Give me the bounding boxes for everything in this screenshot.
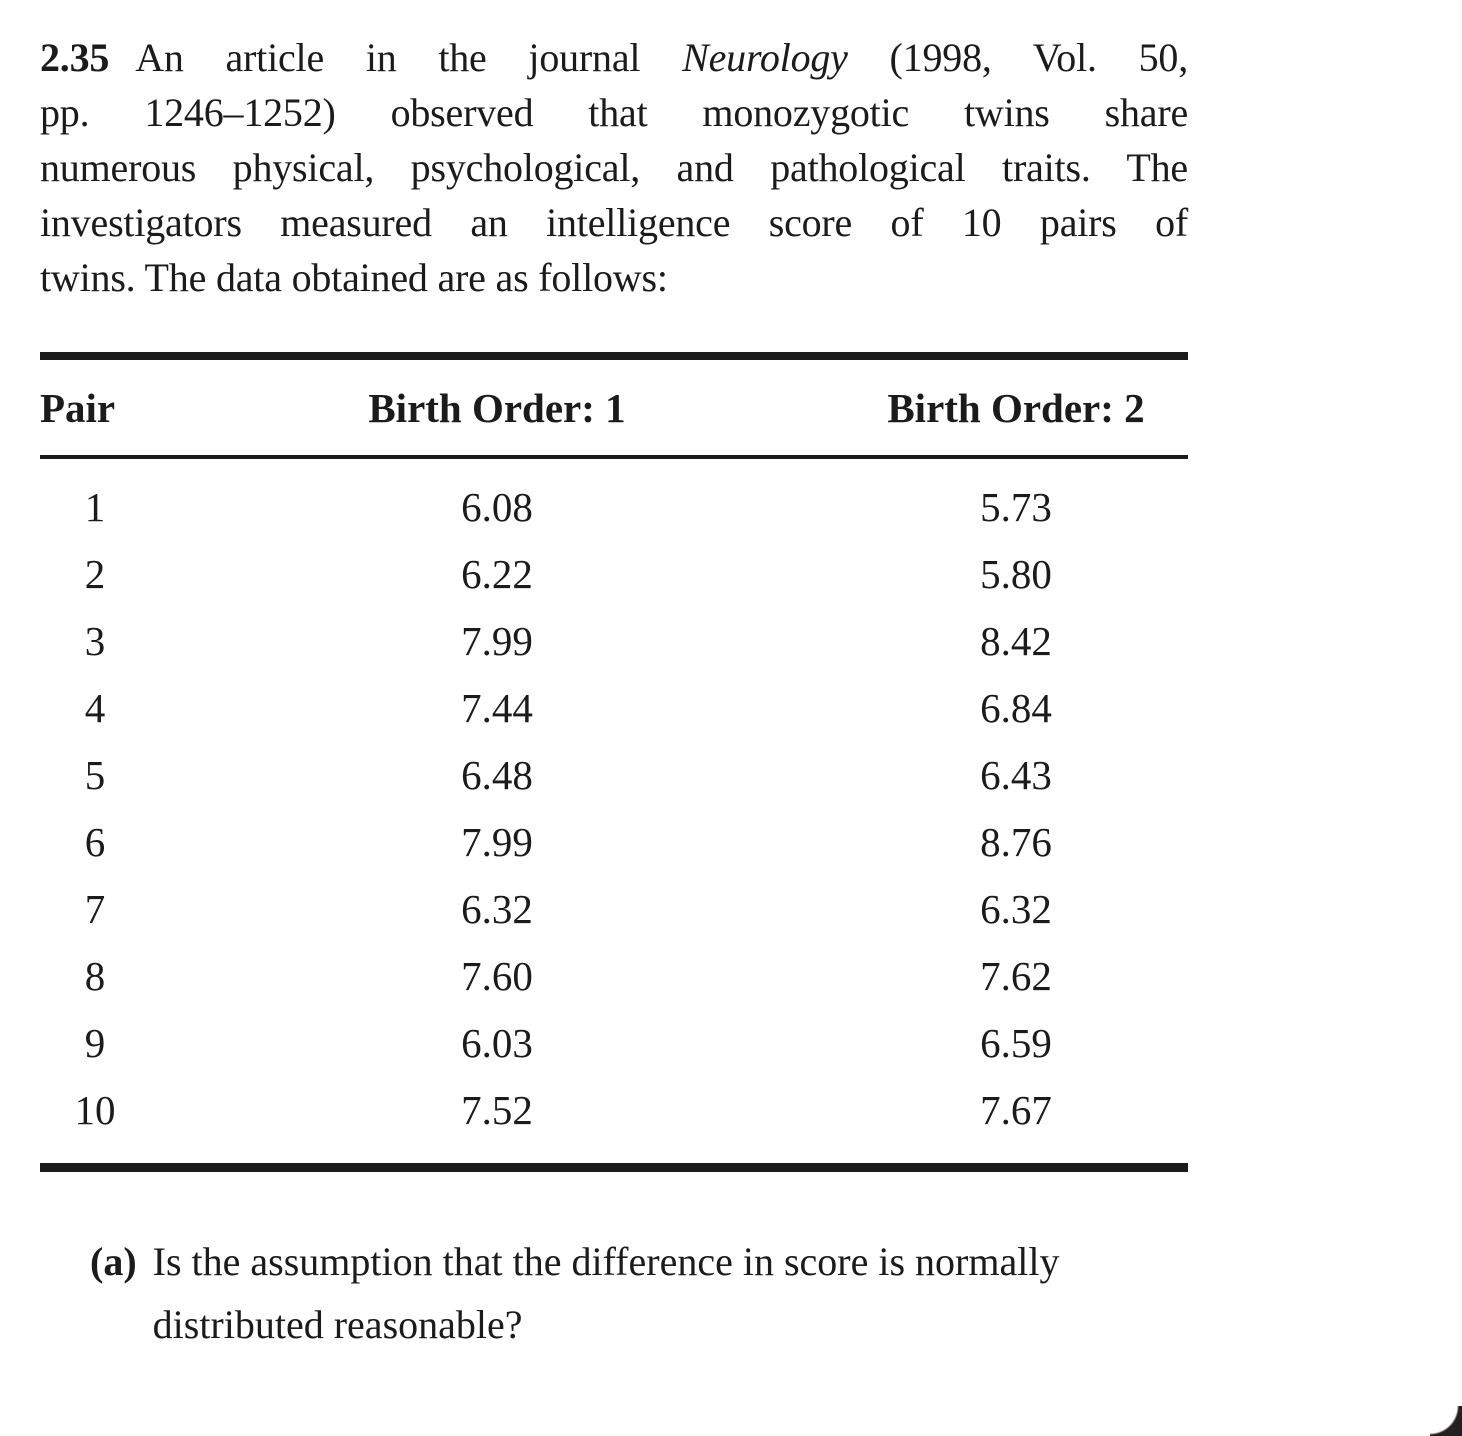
table-bottom-rule: [40, 1163, 1188, 1172]
table-header-rule: [40, 455, 1188, 459]
table-row: 3 7.99 8.42: [40, 607, 1188, 674]
problem-statement: 2.35 An article in the journal Neurology …: [40, 30, 1188, 305]
text-segment: An article in the journal: [135, 35, 683, 80]
table-row: 9 6.03 6.59: [40, 1009, 1188, 1076]
pair-cell: 4: [84, 684, 106, 731]
table-top-rule: [40, 352, 1188, 360]
pair-cell: 8: [84, 952, 106, 999]
question-text: Is the assumption that the difference in…: [153, 1230, 1060, 1356]
order2-cell: 5.73: [980, 483, 1052, 530]
table-row: 10 7.52 7.67: [40, 1076, 1188, 1143]
order1-cell: 6.48: [461, 751, 533, 798]
pair-cell: 2: [84, 550, 106, 597]
order1-cell: 7.99: [461, 818, 533, 865]
order1-cell: 6.08: [461, 483, 533, 530]
pair-cell: 6: [84, 818, 106, 865]
order1-cell: 6.03: [461, 1019, 533, 1066]
content-column: 2.35 An article in the journal Neurology …: [40, 30, 1188, 1356]
order1-cell: 7.52: [461, 1086, 533, 1133]
page-corner-artifact: [1430, 1406, 1462, 1436]
question-label: (a): [90, 1239, 137, 1284]
order2-cell: 6.84: [980, 684, 1052, 731]
table-row: 2 6.22 5.80: [40, 540, 1188, 607]
header-pair: Pair: [40, 384, 116, 431]
question-a: (a) Is the assumption that the differenc…: [90, 1230, 1188, 1356]
order1-cell: 7.60: [461, 952, 533, 999]
pair-cell: 5: [84, 751, 106, 798]
pair-cell: 9: [84, 1019, 106, 1066]
pair-cell: 3: [84, 617, 106, 664]
table-row: 7 6.32 6.32: [40, 875, 1188, 942]
header-birth-order-2: Birth Order: 2: [887, 384, 1145, 431]
paragraph-line: 2.35 An article in the journal Neurology …: [40, 30, 1188, 85]
table-row: 4 7.44 6.84: [40, 674, 1188, 741]
order2-cell: 7.62: [980, 952, 1052, 999]
problem-number: 2.35: [40, 35, 110, 80]
order2-cell: 6.43: [980, 751, 1052, 798]
order2-cell: 7.67: [980, 1086, 1052, 1133]
table-row: 1 6.08 5.73: [40, 473, 1188, 540]
question-line: Is the assumption that the difference in…: [152, 1239, 1060, 1284]
order2-cell: 8.42: [980, 617, 1052, 664]
pair-cell: 10: [74, 1086, 116, 1133]
pair-cell: 1: [84, 483, 106, 530]
pair-cell: 7: [84, 885, 106, 932]
text-segment: pp. 1246–1252) observed that monozygotic…: [40, 90, 1188, 135]
order2-cell: 8.76: [980, 818, 1052, 865]
text-segment: (1998, Vol. 50,: [847, 35, 1189, 80]
order2-cell: 5.80: [980, 550, 1052, 597]
paragraph-line: investigators measured an intelligence s…: [40, 195, 1188, 250]
order1-cell: 6.22: [461, 550, 533, 597]
question-line: distributed reasonable?: [152, 1302, 523, 1347]
text-segment: twins. The data obtained are as follows:: [40, 255, 668, 300]
order2-cell: 6.32: [980, 885, 1052, 932]
header-birth-order-1: Birth Order: 1: [368, 384, 626, 431]
table-row: 6 7.99 8.76: [40, 808, 1188, 875]
table-row: 5 6.48 6.43: [40, 741, 1188, 808]
data-table: Pair Birth Order: 1 Birth Order: 2 1 6.08…: [40, 352, 1188, 1172]
table-header-row: Pair Birth Order: 1 Birth Order: 2: [40, 360, 1188, 455]
paragraph-line: numerous physical, psychological, and pa…: [40, 140, 1188, 195]
order1-cell: 6.32: [461, 885, 533, 932]
table-row: 8 7.60 7.62: [40, 942, 1188, 1009]
order2-cell: 6.59: [980, 1019, 1052, 1066]
paragraph-line: pp. 1246–1252) observed that monozygotic…: [40, 85, 1188, 140]
text-segment: Neurology: [682, 35, 848, 80]
order1-cell: 7.44: [461, 684, 533, 731]
text-segment: investigators measured an intelligence s…: [40, 200, 1188, 245]
paragraph-line: twins. The data obtained are as follows:: [40, 250, 1188, 305]
order1-cell: 7.99: [461, 617, 533, 664]
text-segment: numerous physical, psychological, and pa…: [40, 145, 1188, 190]
table-body: 1 6.08 5.73 2 6.22 5.80 3 7.99 8.42 4 7.44 6.84 5 6.4…: [40, 459, 1188, 1163]
